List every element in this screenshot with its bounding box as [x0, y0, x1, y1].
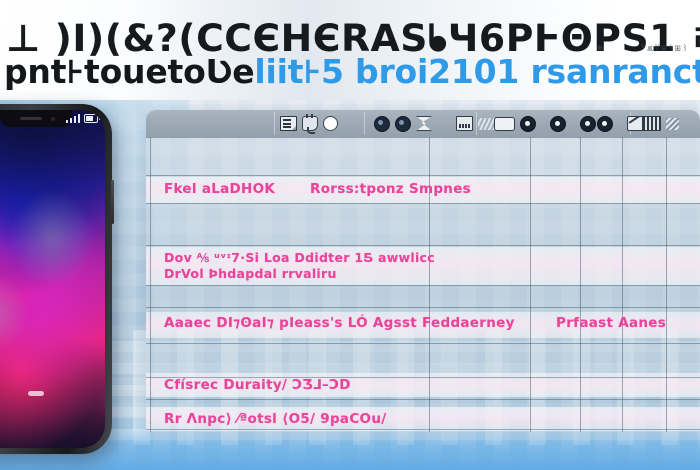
headline-line-2-pre: pnt⊦touetoƲe — [4, 52, 255, 91]
table-cell: Dov ⅍ ᵘᵛᶦ7·Si Loa Ddidter 1Ƽ awwlicc — [164, 250, 435, 265]
phone-screen[interactable] — [0, 110, 105, 448]
headline-line-2-highlight: liit⊦5 broi2101 rsanranct — [254, 52, 700, 91]
phone-status-bar — [66, 114, 100, 123]
headline-micro-cjk: ꒷ꔛ꒦ꕤ꒰ꕥ꒱ — [640, 44, 689, 53]
ring-icon — [597, 115, 613, 132]
signal-bar-icon — [66, 120, 68, 123]
disc-icon[interactable] — [374, 115, 390, 132]
ring-pair-icon[interactable] — [580, 115, 613, 132]
header-separator — [274, 112, 275, 135]
ring-icon[interactable] — [550, 115, 566, 132]
scribble-icon[interactable] — [478, 117, 496, 130]
table-column-divider — [429, 137, 430, 432]
header-icon-group-3 — [488, 110, 644, 137]
row-highlight-band — [146, 407, 700, 431]
table-cell: Rr Ʌnpc⟩ ⁄ªotsl ⟨Ο5/ 9paCOu/ — [164, 411, 387, 427]
wave-icon[interactable] — [666, 117, 679, 130]
table-column-divider — [666, 137, 667, 432]
front-camera-icon — [51, 116, 55, 121]
table-row-divider — [146, 399, 700, 400]
table-cell: Cfísrec Duraity/ ƆƷ⅃–ƆⅮ — [164, 377, 351, 393]
data-table-panel: Fkel aLaDHOK Rorss:tponz Smpnes Dov ⅍ ᵘᵛ… — [146, 110, 700, 432]
table-column-divider — [580, 137, 581, 432]
table-row-divider — [146, 137, 700, 138]
table-cell: Aaaec DI⁊ʘaI⁊ pIeass's LÓ Agsst Feddaern… — [164, 315, 515, 331]
table-body: Fkel aLaDHOK Rorss:tponz Smpnes Dov ⅍ ᵘᵛ… — [146, 137, 700, 432]
row-highlight-band — [146, 373, 700, 397]
plug-icon[interactable] — [302, 114, 318, 134]
glyph-box-icon[interactable] — [642, 116, 661, 131]
table-column-divider — [530, 137, 531, 432]
table-cell: DrVol Þhdapdal rrvaliru — [164, 266, 337, 281]
bowtie-icon[interactable] — [416, 116, 432, 131]
table-row-divider — [146, 175, 700, 176]
table-row-divider — [146, 377, 700, 378]
table-cell: Prfaast Aanes — [556, 315, 667, 331]
background-top-white-band — [0, 0, 700, 100]
header-icon-group-1 — [274, 110, 338, 137]
header-icon-group-2 — [368, 110, 496, 137]
row-highlight-band — [146, 247, 700, 285]
table-row-divider — [146, 307, 700, 308]
header-separator — [364, 112, 365, 135]
header-icon-group-4 — [636, 110, 679, 137]
home-indicator[interactable] — [28, 391, 44, 396]
background-bottom-blue-band — [0, 428, 700, 470]
circle-dot-icon[interactable] — [323, 116, 338, 131]
table-row-divider — [146, 285, 700, 286]
row-highlight-band — [146, 177, 700, 203]
headline-line-1: ⊥ )I)(&?(CCЄHЄRASᖲЧ6PⱵΘPS1 ㄹ)Λᚷ⛌ — [6, 17, 700, 60]
battery-icon — [84, 114, 100, 123]
table-column-divider — [150, 137, 151, 432]
signal-bar-icon — [70, 118, 72, 123]
table-row-divider — [146, 429, 700, 430]
table-column-divider — [622, 137, 623, 432]
header-separator — [476, 112, 477, 135]
smartphone-device — [0, 104, 114, 454]
card-icon[interactable] — [494, 116, 515, 131]
chart-icon[interactable] — [456, 116, 473, 131]
headline-line-2: pnt⊦touetoƲeliit⊦5 broi2101 rsanrancth y… — [4, 52, 700, 91]
ring-icon[interactable] — [520, 115, 536, 132]
row-highlight-band — [146, 312, 700, 338]
table-header-toolbar — [146, 110, 700, 137]
phone-wallpaper-highlight — [0, 110, 105, 448]
signal-bar-icon — [74, 116, 76, 123]
table-row-divider — [146, 343, 700, 344]
headline-block: ⊥ )I)(&?(CCЄHЄRASᖲЧ6PⱵΘPS1 ㄹ)Λᚷ⛌ pnt⊦tou… — [0, 0, 700, 100]
headline-micro-mark: ⊕ — [597, 44, 605, 52]
ring-icon — [580, 115, 596, 132]
table-cell: Fkel aLaDHOK — [164, 181, 276, 197]
table-row-divider — [146, 245, 700, 246]
disc-icon[interactable] — [395, 115, 411, 132]
document-icon[interactable] — [280, 116, 297, 131]
table-cell: Rorss:tponz Smpnes — [310, 181, 472, 197]
signal-bar-icon — [78, 114, 80, 123]
earpiece-speaker-icon — [20, 117, 42, 120]
phone-notch — [0, 110, 72, 127]
phone-side-button[interactable] — [111, 180, 114, 224]
table-row-divider — [146, 203, 700, 204]
